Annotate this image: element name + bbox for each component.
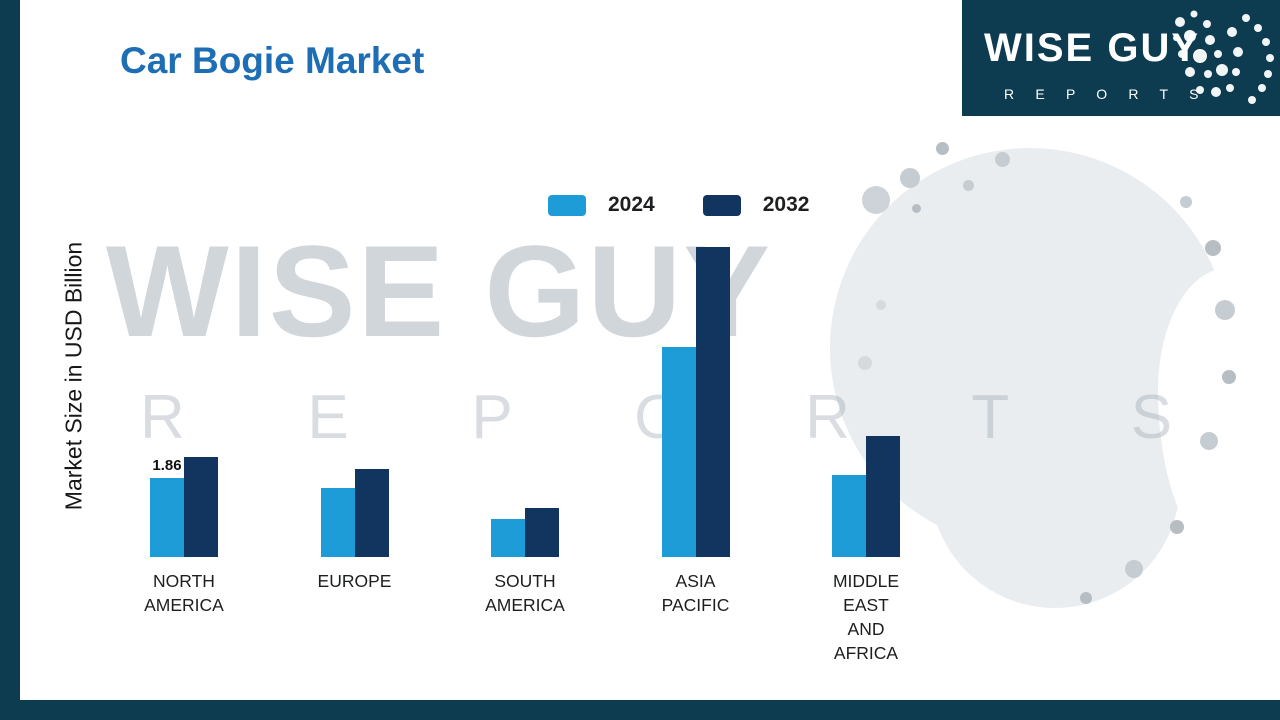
logo-wiseguy-text: WISE GUY <box>984 26 1201 70</box>
legend-swatch-2032 <box>702 194 741 216</box>
bar-value-label: 1.86 <box>152 457 182 474</box>
bar-2024-south-america <box>491 519 525 557</box>
page-title: Car Bogie Market <box>120 40 425 81</box>
legend-item-2024: 2024 <box>548 193 655 217</box>
bottom-brand-strip <box>0 700 1280 720</box>
legend-item-2032: 2032 <box>702 193 810 217</box>
decor-dot <box>963 180 974 191</box>
decor-dot <box>936 142 949 155</box>
bar-pair <box>491 508 559 557</box>
decor-dot <box>1080 592 1092 604</box>
decor-dot <box>900 168 920 188</box>
wise-guy-reports-logo: WISE GUY R E P O R T S <box>962 0 1280 116</box>
bar-2032-north-america <box>184 457 218 557</box>
legend-swatch-2024 <box>548 194 586 216</box>
bar-pair: 1.86 <box>150 457 218 557</box>
decor-dot <box>862 186 890 214</box>
chart-group-middle-east-and-africa: MIDDLE EAST AND AFRICA <box>832 436 900 663</box>
category-label: NORTH AMERICA <box>144 571 224 615</box>
bar-2024-north-america <box>150 478 184 557</box>
bar-2024-middle-east-and-africa <box>832 475 866 557</box>
chart-group-europe: EUROPE <box>318 469 391 591</box>
decor-dot <box>1205 240 1221 256</box>
logo-face-icon <box>1173 10 1274 104</box>
category-label: MIDDLE EAST AND AFRICA <box>832 571 900 663</box>
chart-groups: 1.86 NORTH AMERICA EUROPE SOUTH AMERICA ASIA PA… <box>144 247 900 663</box>
chart-group-south-america: SOUTH AMERICA <box>485 508 565 615</box>
watermark-reports-text: R E P O R T S <box>140 383 1225 452</box>
bar-pair <box>832 436 900 557</box>
category-label: SOUTH AMERICA <box>485 571 565 615</box>
logo-reports-text: R E P O R T S <box>1004 86 1208 102</box>
decor-dot <box>912 204 921 213</box>
bar-2024-asia-pacific <box>661 347 696 557</box>
chart-group-asia-pacific: ASIA PACIFIC <box>661 247 730 615</box>
chart-legend: 2024 2032 <box>548 193 809 217</box>
bar-pair <box>320 469 389 557</box>
watermark-wiseguy-text: WISE GUY <box>106 218 773 364</box>
decor-dot <box>1215 300 1235 320</box>
decor-dot <box>1200 432 1218 450</box>
category-label: EUROPE <box>317 571 392 591</box>
bar-2032-south-america <box>525 508 559 557</box>
y-axis-label: Market Size in USD Billion <box>60 241 87 511</box>
legend-label-2024: 2024 <box>608 193 655 216</box>
decor-dot <box>1180 196 1192 208</box>
legend-label-2032: 2032 <box>762 193 810 216</box>
bar-2032-europe <box>354 469 389 557</box>
decor-dot <box>858 356 872 370</box>
decor-dot <box>1125 560 1143 578</box>
decor-dot <box>876 300 886 310</box>
decor-dot <box>995 152 1010 167</box>
bar-2032-asia-pacific <box>695 247 730 557</box>
bar-2024-europe <box>320 488 355 557</box>
category-label: ASIA PACIFIC <box>661 571 730 615</box>
bar-2032-middle-east-and-africa <box>866 436 900 557</box>
decor-dot <box>1222 370 1236 384</box>
left-brand-strip <box>0 0 20 720</box>
chart-group-north-america: 1.86 NORTH AMERICA <box>144 457 224 615</box>
bar-pair <box>661 247 730 557</box>
decor-dot <box>1170 520 1184 534</box>
